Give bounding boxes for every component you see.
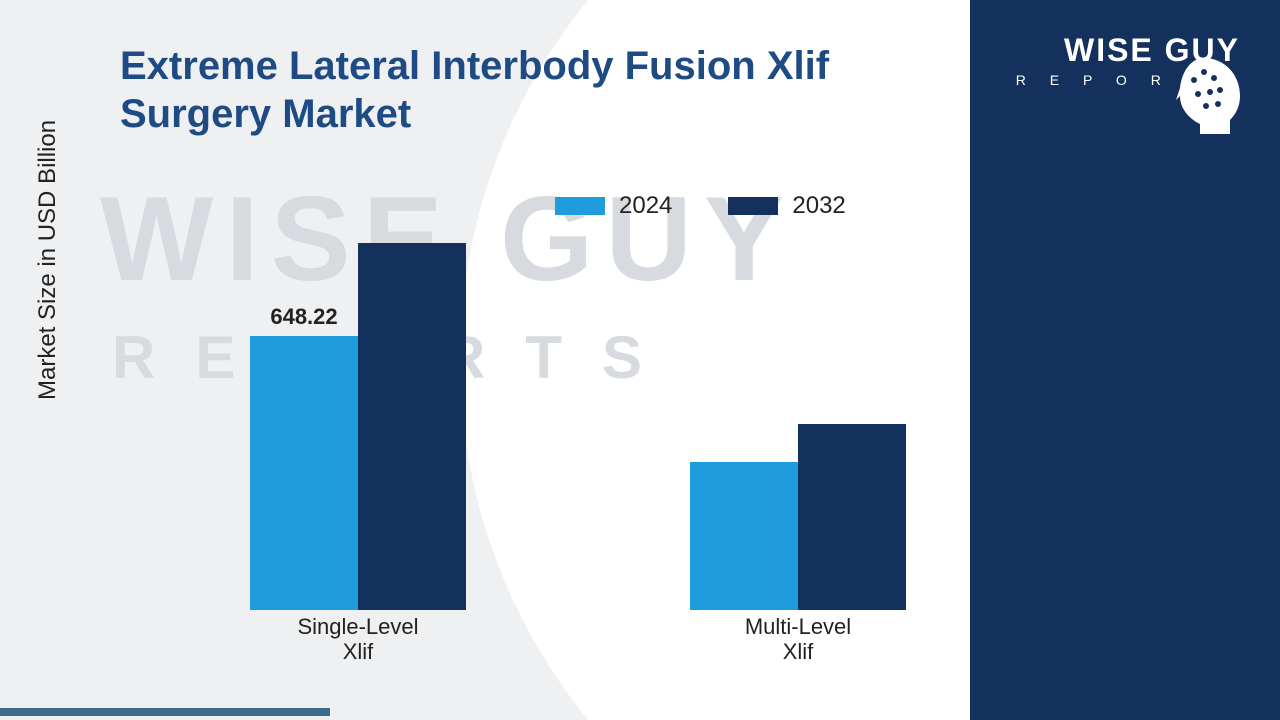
category-label: Multi-LevelXlif [688, 614, 908, 665]
chart-stage: WISE GUY REPORTS WISE GUY R E P O R T S … [0, 0, 1280, 720]
legend-item-2032: 2032 [728, 192, 845, 220]
legend-label-2032: 2032 [792, 192, 845, 220]
bottom-accent-line [0, 708, 330, 716]
y-axis-label: Market Size in USD Billion [34, 120, 62, 400]
bar-value-label: 648.22 [244, 304, 364, 330]
head-icon [1174, 56, 1244, 136]
chart-area: 648.22 Single-LevelXlifMulti-LevelXlif [130, 230, 950, 660]
legend-swatch-2024 [555, 197, 605, 215]
bar [358, 243, 466, 610]
chart-title: Extreme Lateral Interbody Fusion Xlif Su… [120, 42, 840, 138]
legend: 2024 2032 [555, 192, 846, 220]
bar [250, 336, 358, 610]
brand-logo: WISE GUY R E P O R T S [1000, 34, 1240, 88]
legend-label-2024: 2024 [619, 192, 672, 220]
legend-swatch-2032 [728, 197, 778, 215]
category-label: Single-LevelXlif [248, 614, 468, 665]
legend-item-2024: 2024 [555, 192, 672, 220]
bar [690, 462, 798, 610]
bar [798, 424, 906, 610]
plot-area: 648.22 [190, 230, 950, 610]
